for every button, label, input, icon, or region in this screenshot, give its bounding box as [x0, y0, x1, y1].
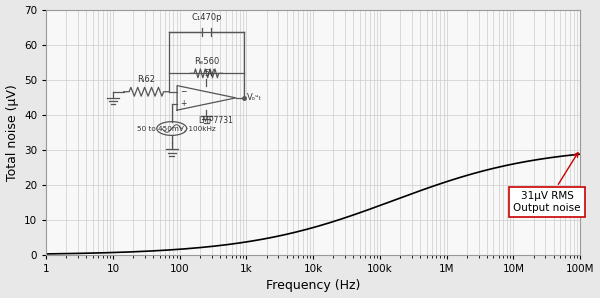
Text: 50 to 450mV, 100kHz: 50 to 450mV, 100kHz	[137, 125, 216, 131]
Text: 31μV RMS
Output noise: 31μV RMS Output noise	[514, 153, 581, 213]
X-axis label: Frequency (Hz): Frequency (Hz)	[266, 280, 361, 292]
Text: 5V: 5V	[204, 69, 214, 78]
Text: +: +	[180, 100, 187, 108]
Y-axis label: Total noise (μV): Total noise (μV)	[5, 84, 19, 181]
Text: Rᵢ62: Rᵢ62	[137, 75, 155, 84]
Text: C₁470p: C₁470p	[191, 13, 221, 22]
Text: LMP7731: LMP7731	[198, 116, 233, 125]
Text: −: −	[180, 87, 187, 96]
Text: Rₑ560: Rₑ560	[194, 57, 219, 66]
Text: Vₒᵘₜ: Vₒᵘₜ	[247, 93, 262, 103]
